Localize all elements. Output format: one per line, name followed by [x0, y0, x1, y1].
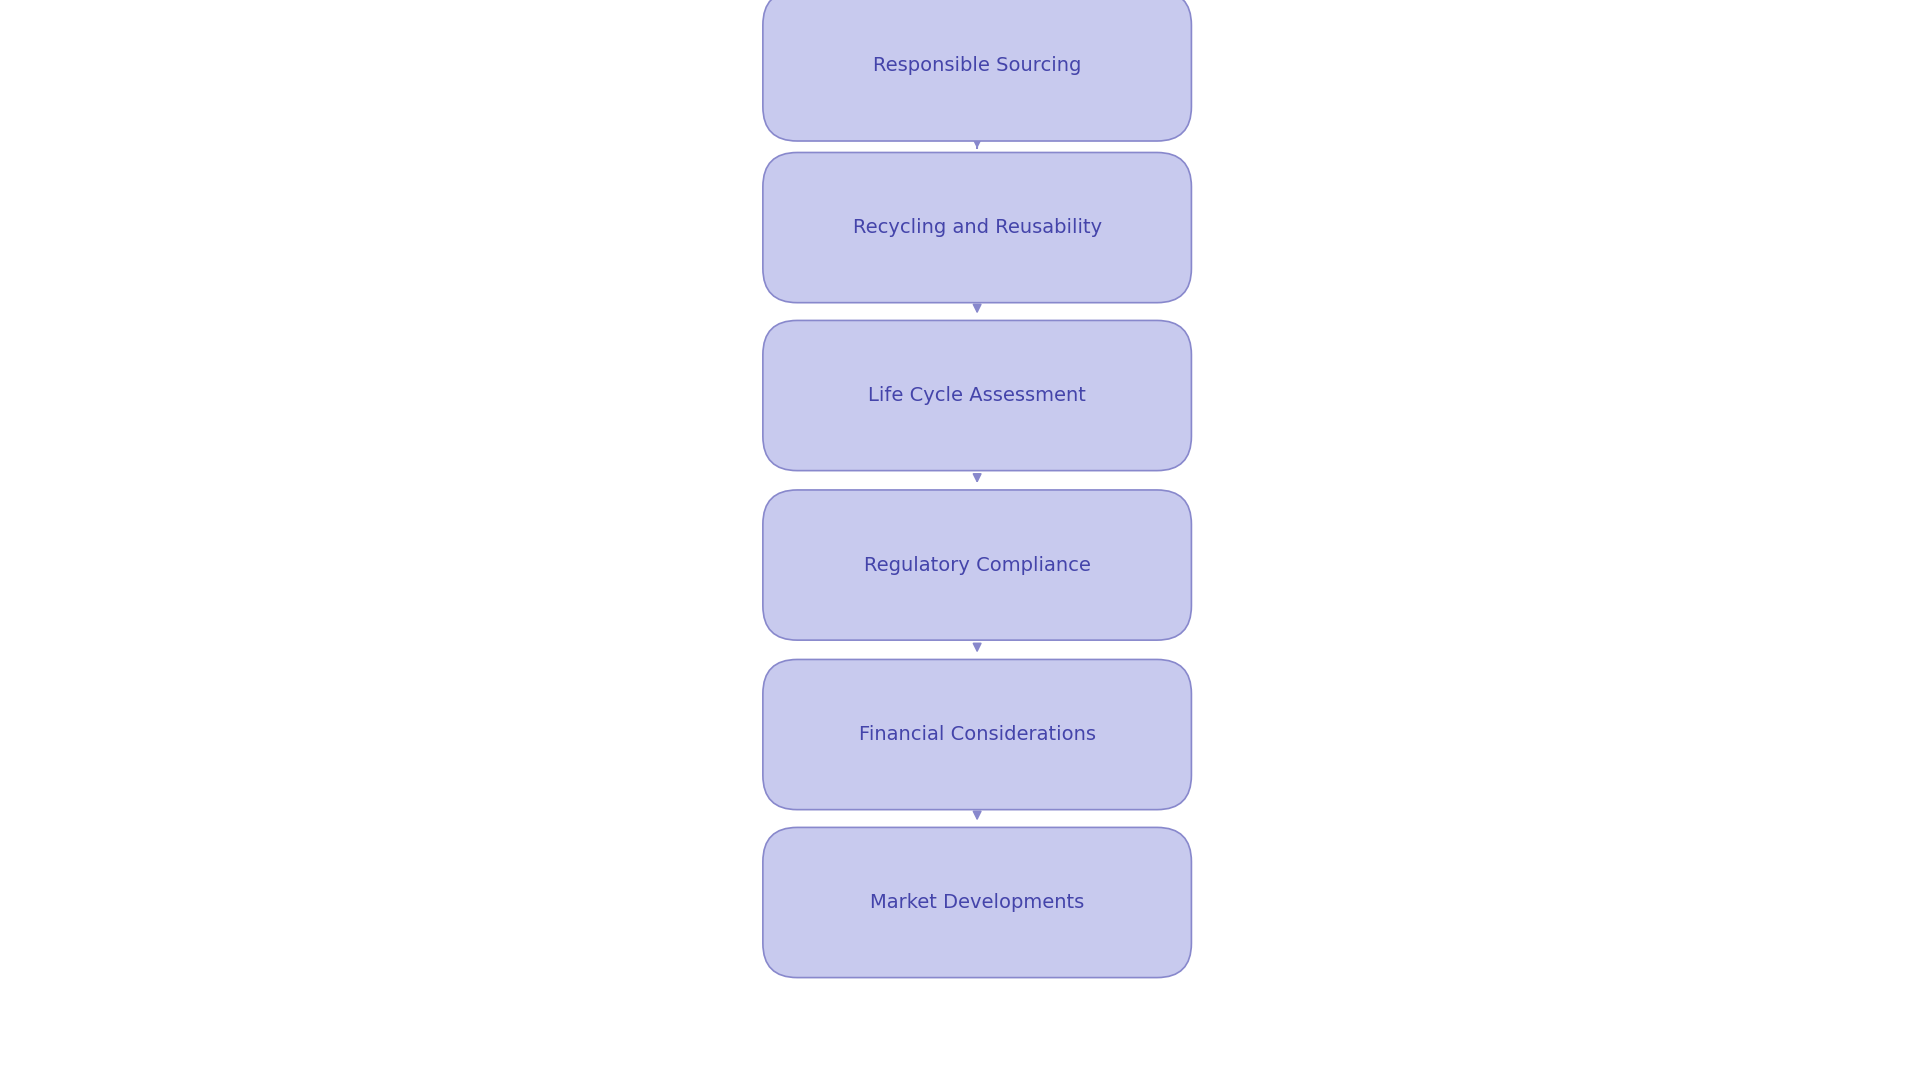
FancyBboxPatch shape: [762, 660, 1192, 810]
Text: Life Cycle Assessment: Life Cycle Assessment: [868, 386, 1087, 405]
Text: Responsible Sourcing: Responsible Sourcing: [874, 56, 1081, 76]
FancyBboxPatch shape: [762, 490, 1192, 640]
Text: Recycling and Reusability: Recycling and Reusability: [852, 218, 1102, 237]
Text: Market Developments: Market Developments: [870, 893, 1085, 912]
Text: Regulatory Compliance: Regulatory Compliance: [864, 556, 1091, 575]
Text: Financial Considerations: Financial Considerations: [858, 725, 1096, 744]
FancyBboxPatch shape: [762, 827, 1192, 978]
FancyBboxPatch shape: [762, 321, 1192, 471]
FancyBboxPatch shape: [762, 153, 1192, 302]
FancyBboxPatch shape: [762, 0, 1192, 141]
